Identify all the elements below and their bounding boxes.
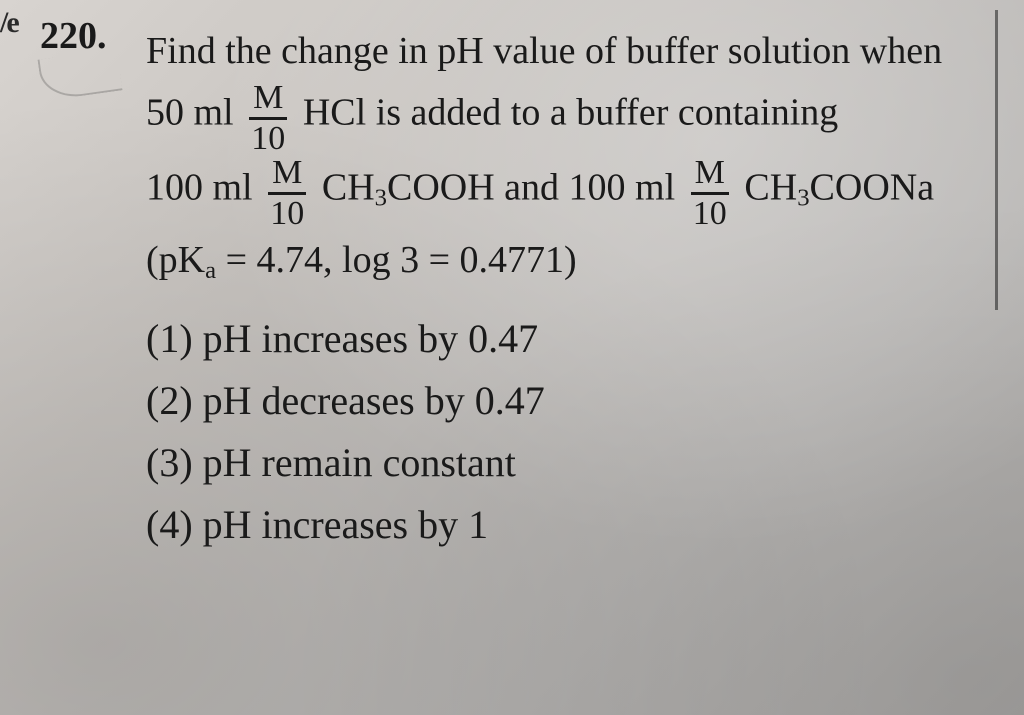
question-text: CH [322, 166, 375, 208]
fraction-numerator: M [268, 156, 306, 195]
option-2: (2) pH decreases by 0.47 [146, 370, 984, 432]
subscript: 3 [375, 184, 387, 211]
question-body: Find the change in pH value of buffer so… [146, 22, 984, 556]
fraction-numerator: M [691, 156, 729, 195]
question-line-2: 50 ml M 10 HCl is added to a buffer cont… [146, 81, 984, 156]
right-margin-rule [995, 10, 998, 310]
question-text: HCl is added to a buffer containing [303, 91, 838, 133]
question-text: COOH and 100 ml [387, 166, 675, 208]
fraction-denominator: 10 [268, 195, 306, 231]
question-number-dot: . [97, 15, 107, 57]
question-text: 100 ml [146, 166, 253, 208]
question-line-4: (pKa = 4.74, log 3 = 0.4771) [146, 231, 984, 290]
fraction: M 10 [249, 81, 287, 156]
answer-options: (1) pH increases by 0.47 (2) pH decrease… [146, 308, 984, 556]
question-text: Find the change in pH value of buffer so… [146, 30, 942, 72]
fraction: M 10 [268, 156, 306, 231]
question-text: 50 ml [146, 91, 234, 133]
subscript: a [205, 257, 216, 284]
question-number-value: 220 [40, 15, 97, 57]
question-number: 220. [40, 14, 107, 58]
page: /e 220. Find the change in pH value of b… [0, 0, 1024, 715]
question-line-1: Find the change in pH value of buffer so… [146, 22, 984, 81]
fraction: M 10 [691, 156, 729, 231]
left-margin-tab: /e [0, 6, 18, 40]
question-text: CH [744, 166, 797, 208]
fraction-denominator: 10 [249, 120, 287, 156]
option-1: (1) pH increases by 0.47 [146, 308, 984, 370]
question-line-3: 100 ml M 10 CH3COOH and 100 ml M 10 CH3C… [146, 156, 984, 231]
question-text: COONa [810, 166, 935, 208]
option-3: (3) pH remain constant [146, 432, 984, 494]
option-4: (4) pH increases by 1 [146, 494, 984, 556]
question-text: = 4.74, log 3 = 0.4771) [216, 239, 577, 281]
subscript: 3 [797, 184, 809, 211]
fraction-denominator: 10 [691, 195, 729, 231]
question-text: (pK [146, 239, 205, 281]
fraction-numerator: M [249, 81, 287, 120]
